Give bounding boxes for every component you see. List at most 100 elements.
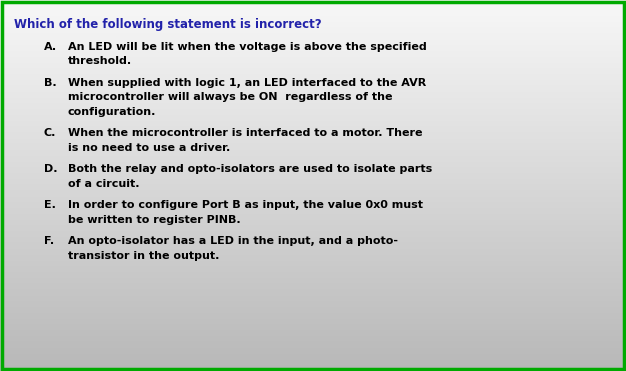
Bar bbox=[0, 37, 626, 38]
Bar bbox=[0, 364, 626, 365]
Bar bbox=[0, 20, 626, 21]
Bar bbox=[0, 349, 626, 350]
Bar bbox=[0, 119, 626, 120]
Bar bbox=[0, 356, 626, 357]
Text: microcontroller will always be ON  regardless of the: microcontroller will always be ON regard… bbox=[68, 92, 393, 102]
Bar bbox=[0, 326, 626, 328]
Bar bbox=[0, 196, 626, 197]
Bar bbox=[0, 244, 626, 245]
Bar bbox=[0, 6, 626, 7]
Bar bbox=[0, 299, 626, 301]
Bar bbox=[0, 328, 626, 329]
Bar bbox=[0, 188, 626, 189]
Bar bbox=[0, 194, 626, 196]
Bar bbox=[0, 47, 626, 48]
Bar bbox=[0, 277, 626, 278]
Bar bbox=[0, 32, 626, 33]
Bar bbox=[0, 0, 626, 1]
Bar bbox=[0, 74, 626, 75]
Bar bbox=[0, 365, 626, 366]
Bar bbox=[0, 5, 626, 6]
Bar bbox=[0, 3, 626, 4]
Bar bbox=[0, 68, 626, 69]
Bar bbox=[0, 48, 626, 49]
Bar bbox=[0, 181, 626, 182]
Bar bbox=[0, 207, 626, 208]
Bar bbox=[0, 330, 626, 331]
Bar bbox=[0, 111, 626, 112]
Bar bbox=[0, 116, 626, 118]
Bar bbox=[0, 252, 626, 253]
Text: When supplied with logic 1, an LED interfaced to the AVR: When supplied with logic 1, an LED inter… bbox=[68, 78, 426, 88]
Bar bbox=[0, 342, 626, 344]
Bar bbox=[0, 271, 626, 272]
Bar bbox=[0, 184, 626, 186]
Bar bbox=[0, 225, 626, 226]
Text: threshold.: threshold. bbox=[68, 56, 132, 66]
Bar bbox=[0, 45, 626, 46]
Bar bbox=[0, 36, 626, 37]
Bar bbox=[0, 362, 626, 364]
Bar bbox=[0, 62, 626, 63]
Bar bbox=[0, 307, 626, 308]
Bar bbox=[0, 79, 626, 81]
Bar bbox=[0, 189, 626, 190]
Bar bbox=[0, 334, 626, 335]
Bar bbox=[0, 201, 626, 203]
Bar bbox=[0, 236, 626, 237]
Bar bbox=[0, 41, 626, 42]
Bar bbox=[0, 10, 626, 11]
Bar bbox=[0, 296, 626, 297]
Text: be written to register PINB.: be written to register PINB. bbox=[68, 215, 240, 225]
Bar bbox=[0, 72, 626, 73]
Bar bbox=[0, 205, 626, 207]
Bar bbox=[0, 22, 626, 23]
Bar bbox=[0, 270, 626, 271]
Text: In order to configure Port B as input, the value 0x0 must: In order to configure Port B as input, t… bbox=[68, 200, 423, 210]
Bar bbox=[0, 227, 626, 229]
Bar bbox=[0, 167, 626, 168]
Bar bbox=[0, 322, 626, 323]
Bar bbox=[0, 245, 626, 246]
Bar bbox=[0, 359, 626, 360]
Bar bbox=[0, 160, 626, 161]
Bar bbox=[0, 95, 626, 96]
Bar bbox=[0, 275, 626, 276]
Bar bbox=[0, 204, 626, 205]
Bar bbox=[0, 197, 626, 198]
Bar bbox=[0, 96, 626, 98]
Bar bbox=[0, 75, 626, 77]
Text: E.: E. bbox=[44, 200, 56, 210]
Text: F.: F. bbox=[44, 236, 54, 246]
Bar bbox=[0, 144, 626, 145]
Bar bbox=[0, 63, 626, 64]
Bar bbox=[0, 220, 626, 221]
Bar bbox=[0, 190, 626, 192]
Bar bbox=[0, 278, 626, 279]
Bar bbox=[0, 354, 626, 355]
Bar bbox=[0, 53, 626, 55]
Bar bbox=[0, 304, 626, 305]
Bar bbox=[0, 267, 626, 268]
Bar bbox=[0, 43, 626, 45]
Bar bbox=[0, 193, 626, 194]
Bar bbox=[0, 221, 626, 223]
Bar bbox=[0, 147, 626, 148]
Bar bbox=[0, 210, 626, 211]
Bar bbox=[0, 140, 626, 141]
Bar bbox=[0, 122, 626, 124]
Bar bbox=[0, 108, 626, 109]
Bar bbox=[0, 64, 626, 66]
Bar bbox=[0, 323, 626, 324]
Bar bbox=[0, 152, 626, 153]
Bar bbox=[0, 286, 626, 287]
Bar bbox=[0, 155, 626, 156]
Bar bbox=[0, 172, 626, 173]
Bar bbox=[0, 249, 626, 250]
Text: Which of the following statement is incorrect?: Which of the following statement is inco… bbox=[14, 18, 322, 31]
Bar bbox=[0, 82, 626, 83]
Bar bbox=[0, 218, 626, 219]
Bar bbox=[0, 173, 626, 174]
Bar bbox=[0, 157, 626, 158]
Bar bbox=[0, 127, 626, 129]
